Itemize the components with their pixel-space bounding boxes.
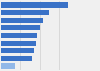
Bar <box>1 2 68 8</box>
Bar <box>1 25 40 30</box>
Bar <box>1 10 49 15</box>
Bar <box>1 41 36 46</box>
Bar <box>1 63 15 69</box>
Bar <box>1 56 32 61</box>
Bar <box>1 18 43 23</box>
Bar <box>1 48 34 53</box>
Bar <box>1 33 37 38</box>
